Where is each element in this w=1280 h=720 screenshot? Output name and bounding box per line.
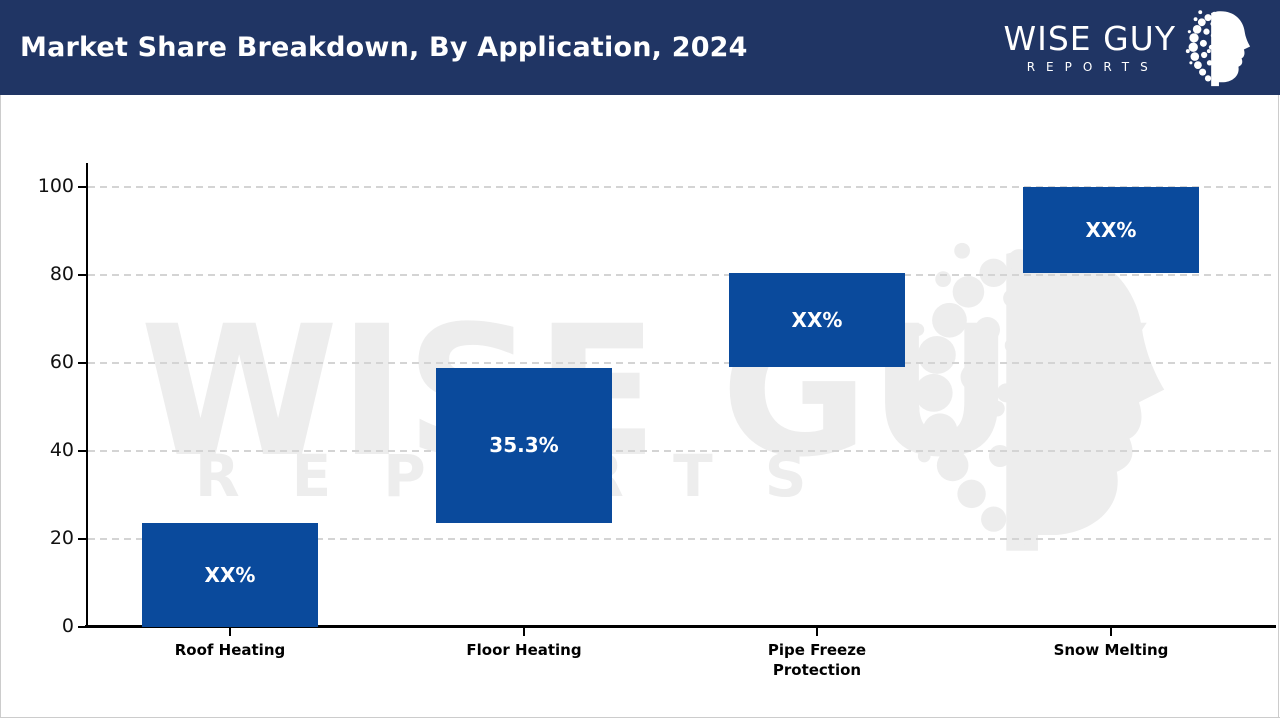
gridline-60 bbox=[88, 362, 1275, 364]
y-tick-label-100: 100 bbox=[37, 175, 74, 197]
y-tick-label-0: 0 bbox=[61, 615, 74, 637]
x-tick-snow-melting bbox=[1110, 628, 1112, 636]
y-tick-100 bbox=[78, 186, 86, 188]
x-tick-pipe-freeze-protection bbox=[816, 628, 818, 636]
bar-value-label-floor-heating: 35.3% bbox=[489, 433, 559, 458]
bar-value-label-roof-heating: XX% bbox=[204, 562, 256, 587]
x-axis-label-floor-heating: Floor Heating bbox=[466, 641, 582, 659]
y-tick-80 bbox=[78, 274, 86, 276]
logo-line1: WISE GUY bbox=[1003, 18, 1176, 58]
x-axis-line bbox=[85, 625, 1276, 628]
gridline-40 bbox=[88, 450, 1275, 452]
x-tick-floor-heating bbox=[523, 628, 525, 636]
wiseguy-logo: WISE GUY REPORTS bbox=[1003, 7, 1254, 89]
wiseguy-logo-text: WISE GUY REPORTS bbox=[1003, 22, 1176, 74]
y-tick-label-60: 60 bbox=[49, 351, 74, 373]
bar-value-label-snow-melting: XX% bbox=[1085, 217, 1137, 242]
bar-floor-heating: 35.3% bbox=[436, 367, 612, 524]
y-tick-40 bbox=[78, 450, 86, 452]
gridline-20 bbox=[88, 538, 1275, 540]
x-axis-label-snow-melting: Snow Melting bbox=[1053, 641, 1169, 659]
x-axis-label-pipe-freeze-protection: Pipe Freeze Protection bbox=[767, 641, 867, 680]
y-tick-label-20: 20 bbox=[49, 527, 74, 549]
x-tick-roof-heating bbox=[229, 628, 231, 636]
y-tick-label-80: 80 bbox=[49, 263, 74, 285]
page-title: Market Share Breakdown, By Application, … bbox=[20, 32, 748, 63]
header: Market Share Breakdown, By Application, … bbox=[0, 0, 1280, 95]
y-tick-0 bbox=[78, 626, 86, 628]
wiseguy-head-icon bbox=[1185, 9, 1251, 86]
bar-value-label-pipe-freeze-protection: XX% bbox=[791, 308, 843, 333]
y-tick-label-40: 40 bbox=[49, 439, 74, 461]
x-axis-label-roof-heating: Roof Heating bbox=[174, 641, 286, 659]
logo-line2: REPORTS bbox=[1026, 59, 1159, 74]
frame-border-right bbox=[1278, 95, 1279, 718]
gridline-100 bbox=[88, 186, 1275, 188]
bar-roof-heating: XX% bbox=[142, 522, 318, 627]
frame-border-left bbox=[0, 95, 1, 718]
y-tick-20 bbox=[78, 538, 86, 540]
y-tick-60 bbox=[78, 362, 86, 364]
gridline-80 bbox=[88, 274, 1275, 276]
frame-border-bottom bbox=[0, 717, 1280, 718]
bar-snow-melting: XX% bbox=[1023, 187, 1199, 273]
y-axis-line bbox=[86, 163, 88, 627]
bar-pipe-freeze-protection: XX% bbox=[729, 272, 905, 368]
